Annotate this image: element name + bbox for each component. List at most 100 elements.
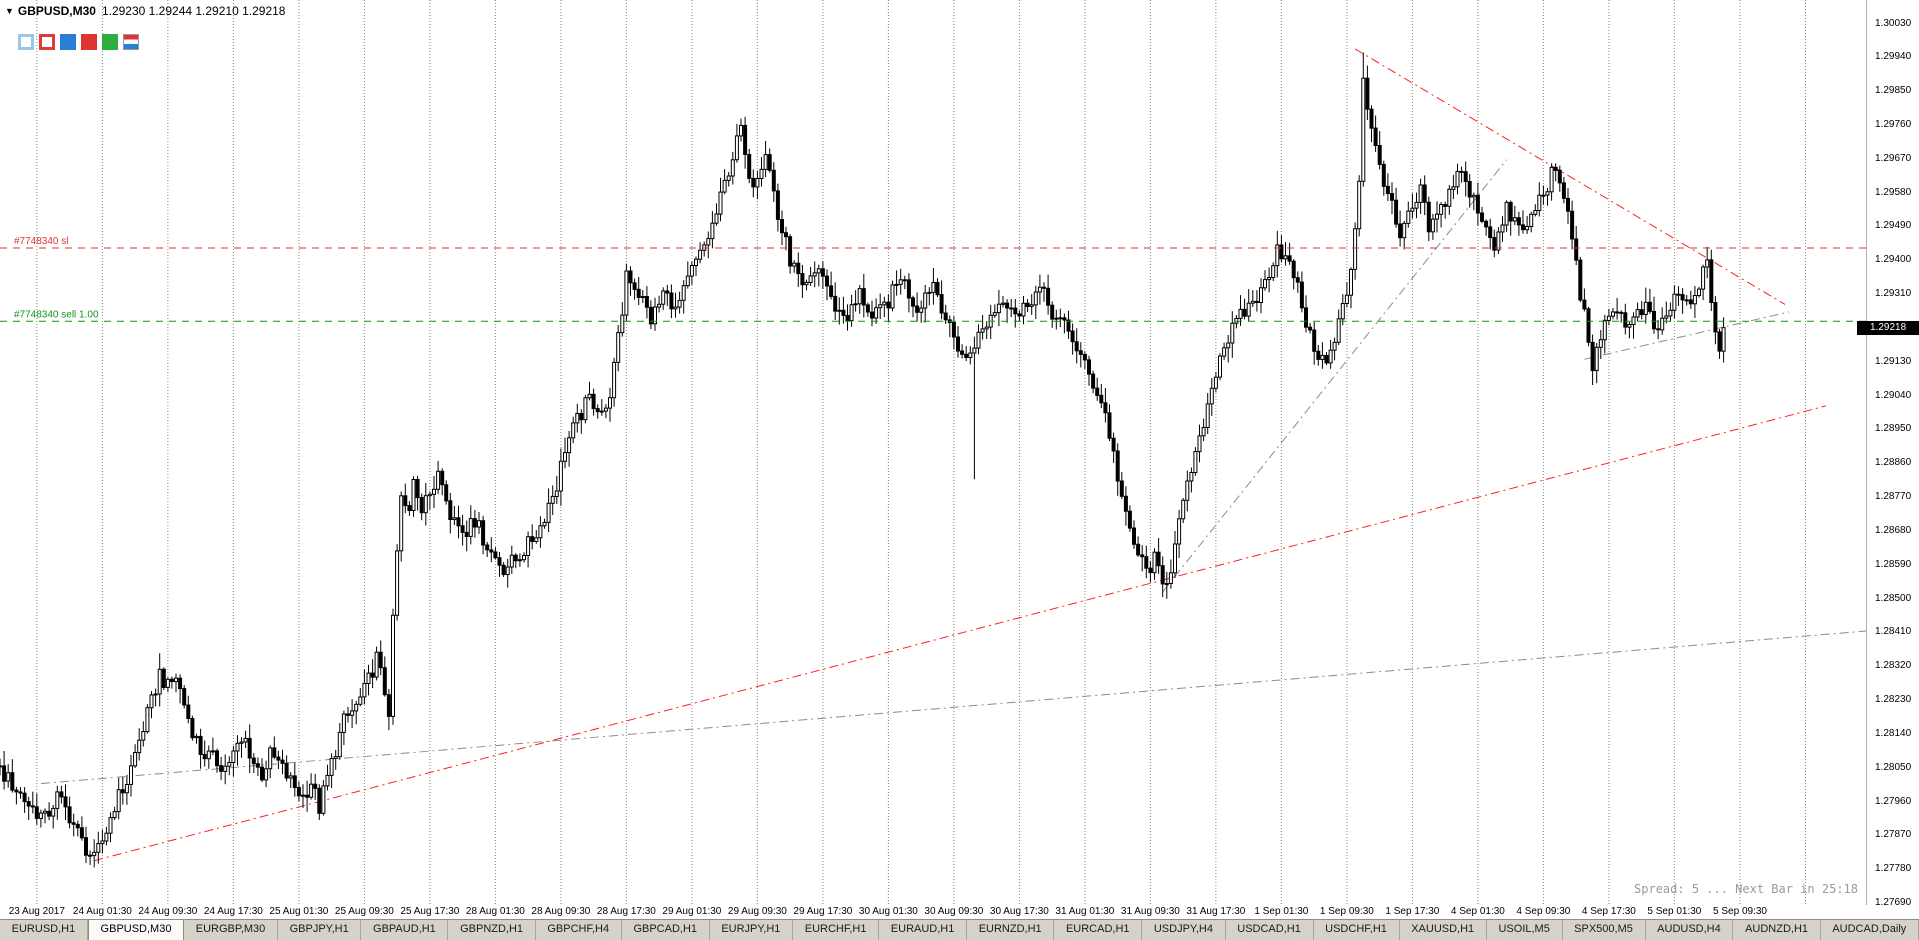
square-blue-icon[interactable] — [60, 34, 76, 50]
chart-tab-eurnzd-h1[interactable]: EURNZD,H1 — [967, 920, 1055, 940]
chart-tab-xauusd-h1[interactable]: XAUUSD,H1 — [1400, 920, 1487, 940]
chart-tab-gbpusd-m30[interactable]: GBPUSD,M30 — [87, 920, 185, 940]
chart-tab-usdcad-h1[interactable]: USDCAD,H1 — [1226, 920, 1314, 940]
time-axis-label: 31 Aug 09:30 — [1120, 906, 1180, 917]
chart-tab-usoil-m5[interactable]: USOIL,M5 — [1487, 920, 1563, 940]
price-axis-label: 1.29490 — [1875, 220, 1912, 231]
chart-tab-spx500-m5[interactable]: SPX500,M5 — [1563, 920, 1646, 940]
time-axis-label: 28 Aug 01:30 — [465, 906, 525, 917]
time-axis-label: 25 Aug 01:30 — [269, 906, 329, 917]
time-axis-label: 28 Aug 17:30 — [596, 906, 656, 917]
price-axis-label: 1.28140 — [1875, 728, 1912, 739]
square-green-icon[interactable] — [102, 34, 118, 50]
time-axis-label: 4 Sep 17:30 — [1581, 906, 1636, 917]
price-axis-label: 1.28410 — [1875, 626, 1912, 637]
chart-tab-eurusd-h1[interactable]: EURUSD,H1 — [0, 920, 88, 940]
time-axis-label: 30 Aug 01:30 — [858, 906, 918, 917]
price-axis-label: 1.29130 — [1875, 356, 1912, 367]
time-axis-label: 25 Aug 09:30 — [334, 906, 394, 917]
objects-toolbar — [18, 34, 139, 50]
square-outline-red-icon[interactable] — [39, 34, 55, 50]
chart-title: ▼ GBPUSD,M30 1.29230 1.29244 1.29210 1.292… — [5, 4, 285, 18]
time-axis-label: 4 Sep 01:30 — [1450, 906, 1505, 917]
price-axis-label: 1.29580 — [1875, 187, 1912, 198]
price-axis-label: 1.28590 — [1875, 559, 1912, 570]
trade-levels-layer: #7748340 sl #7748340 sell 1.00 — [0, 236, 1866, 322]
price-axis-label: 1.30030 — [1875, 18, 1912, 29]
svg-text:#7748340 sell 1.00: #7748340 sell 1.00 — [14, 309, 99, 320]
time-axis-label: 30 Aug 09:30 — [924, 906, 984, 917]
time-axis-label: 28 Aug 09:30 — [531, 906, 591, 917]
time-axis-label: 1 Sep 01:30 — [1254, 906, 1309, 917]
price-axis-label: 1.27870 — [1875, 829, 1912, 840]
square-outline-lightblue-icon[interactable] — [18, 34, 34, 50]
price-axis-label: 1.29040 — [1875, 390, 1912, 401]
trendlines-layer — [40, 48, 1866, 862]
chart-tab-bar: EURUSD,H1 GBPUSD,M30 EURGBP,M30 GBPJPY,H1 GB… — [0, 919, 1919, 940]
time-axis-label: 31 Aug 01:30 — [1055, 906, 1115, 917]
candles-layer — [0, 52, 1726, 868]
svg-text:#7748340 sl: #7748340 sl — [14, 236, 69, 247]
chart-tab-gbpchf-h4[interactable]: GBPCHF,H4 — [536, 920, 622, 940]
price-axis-label: 1.28770 — [1875, 491, 1912, 502]
current-price-tag: 1.29218 — [1857, 321, 1919, 335]
chart-tab-audcad-daily[interactable]: AUDCAD,Daily — [1821, 920, 1919, 940]
time-axis-label: 24 Aug 17:30 — [203, 906, 263, 917]
time-axis-label: 31 Aug 17:30 — [1186, 906, 1246, 917]
chart-tab-gbpaud-h1[interactable]: GBPAUD,H1 — [361, 920, 449, 940]
price-axis-label: 1.27960 — [1875, 796, 1912, 807]
chart-menu-arrow-icon[interactable]: ▼ — [5, 6, 14, 16]
time-axis-label: 23 Aug 2017 — [8, 906, 65, 917]
price-axis-label: 1.29940 — [1875, 51, 1912, 62]
time-axis-label: 29 Aug 01:30 — [662, 906, 722, 917]
chart-tab-gbpnzd-h1[interactable]: GBPNZD,H1 — [448, 920, 536, 940]
price-axis[interactable]: 1.30030 1.29940 1.29850 1.29760 1.29670 1.295… — [1857, 0, 1919, 908]
grid-layer — [36, 0, 1806, 905]
time-axis-label: 29 Aug 09:30 — [727, 906, 787, 917]
chart-tab-euraud-h1[interactable]: EURAUD,H1 — [879, 920, 968, 940]
time-axis-label: 4 Sep 09:30 — [1516, 906, 1571, 917]
chart-tab-eurcad-h1[interactable]: EURCAD,H1 — [1054, 920, 1143, 940]
chart-tab-eurjpy-h1[interactable]: EURJPY,H1 — [710, 920, 794, 940]
chart-canvas[interactable]: #7748340 sl #7748340 sell 1.00 Spread: 5 .… — [0, 0, 1866, 905]
price-axis-label: 1.28950 — [1875, 423, 1912, 434]
price-axis-label: 1.29760 — [1875, 119, 1912, 130]
time-axis-label: 30 Aug 17:30 — [989, 906, 1049, 917]
chart-tab-gbpcad-h1[interactable]: GBPCAD,H1 — [622, 920, 710, 940]
price-axis-label: 1.27780 — [1875, 863, 1912, 874]
price-axis-label: 1.28860 — [1875, 457, 1912, 468]
time-axis-label: 1 Sep 17:30 — [1385, 906, 1440, 917]
chart-tab-eurgbp-m30[interactable]: EURGBP,M30 — [184, 920, 278, 940]
price-axis-label: 1.27690 — [1875, 897, 1912, 908]
chart-tab-audusd-h4[interactable]: AUDUSD,H4 — [1646, 920, 1734, 940]
time-axis-label: 5 Sep 01:30 — [1647, 906, 1702, 917]
time-axis-label: 24 Aug 09:30 — [138, 906, 198, 917]
time-axis-label: 5 Sep 09:30 — [1713, 906, 1767, 917]
price-axis-label: 1.29310 — [1875, 288, 1912, 299]
chart-tab-usdjpy-h4[interactable]: USDJPY,H4 — [1142, 920, 1226, 940]
chart-plot-area[interactable]: #7748340 sl #7748340 sell 1.00 Spread: 5 .… — [0, 0, 1866, 905]
time-axis-label: 1 Sep 09:30 — [1319, 906, 1374, 917]
chart-tab-usdchf-h1[interactable]: USDCHF,H1 — [1314, 920, 1400, 940]
price-axis-label: 1.28230 — [1875, 694, 1912, 705]
time-axis-label: 25 Aug 17:30 — [400, 906, 460, 917]
time-axis-label: 24 Aug 01:30 — [72, 906, 132, 917]
price-axis-label: 1.28500 — [1875, 593, 1912, 604]
time-axis[interactable]: 23 Aug 2017 24 Aug 01:30 24 Aug 09:30 24 Au… — [0, 905, 1866, 919]
price-axis-label: 1.29850 — [1875, 85, 1912, 96]
price-axis-label: 1.29670 — [1875, 153, 1912, 164]
square-red-icon[interactable] — [81, 34, 97, 50]
chart-tab-eurchf-h1[interactable]: EURCHF,H1 — [793, 920, 880, 940]
price-axis-label: 1.28320 — [1875, 660, 1912, 671]
chart-ohlc-values: 1.29230 1.29244 1.29210 1.29218 — [101, 4, 286, 18]
price-axis-label: 1.28680 — [1875, 525, 1912, 536]
price-axis-label: 1.28050 — [1875, 762, 1912, 773]
price-axis-label: 1.29400 — [1875, 254, 1912, 265]
chart-tab-gbpjpy-h1[interactable]: GBPJPY,H1 — [278, 920, 362, 940]
chart-symbol-period: GBPUSD,M30 — [17, 4, 96, 18]
chart-tab-audnzd-h1[interactable]: AUDNZD,H1 — [1733, 920, 1821, 940]
flag-icon[interactable] — [123, 34, 139, 50]
spread-nextbar-text: Spread: 5 ... Next Bar in 25:18 — [1634, 882, 1858, 896]
time-axis-label: 29 Aug 17:30 — [793, 906, 853, 917]
